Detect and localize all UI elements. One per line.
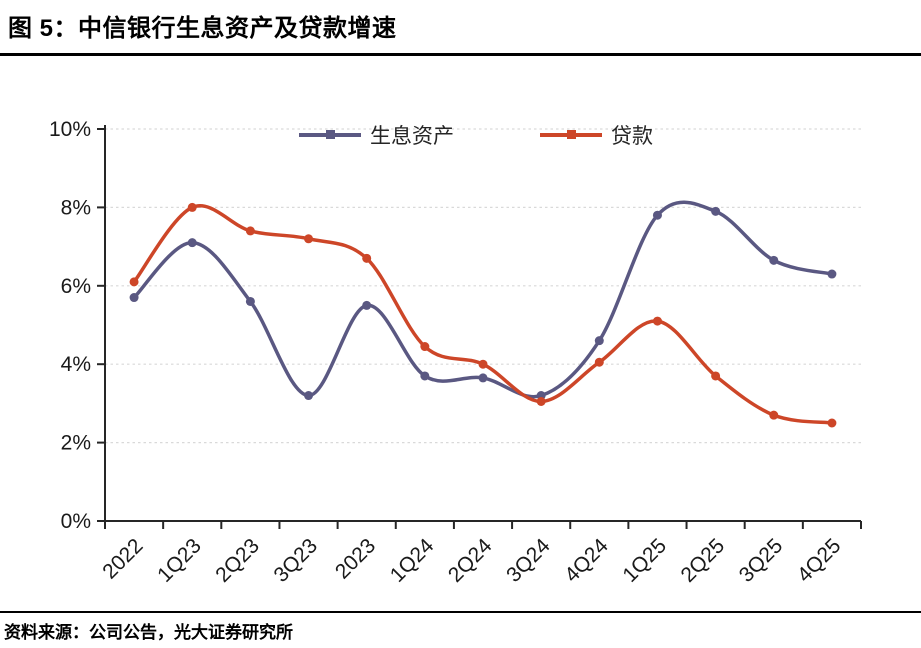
series-point-0 [245,296,255,306]
chart-legend: 生息资产 贷款 [299,119,653,151]
title-divider [0,53,921,56]
x-tick-label: 2Q25 [677,534,730,587]
footer-divider [0,611,921,613]
legend-marker-assets [299,130,361,139]
series-point-1 [652,316,662,326]
y-tick-label: 4% [61,353,91,376]
series-point-1 [187,202,197,212]
x-tick-label: 1Q23 [153,534,206,587]
series-point-1 [827,418,837,428]
y-tick-label: 8% [61,196,91,219]
legend-label-assets: 生息资产 [370,125,454,148]
series-point-0 [129,293,139,303]
legend-marker-loans [540,130,602,139]
series-point-1 [711,371,721,381]
legend-item-loans: 贷款 [540,120,653,150]
y-tick-label: 10% [49,118,91,141]
series-point-0 [652,210,662,220]
series-point-0 [304,391,314,401]
series-point-0 [420,371,430,381]
series-point-0 [594,336,604,346]
series-point-0 [187,238,197,248]
legend-label-loans: 贷款 [611,125,653,148]
x-tick-label: 2023 [331,534,380,583]
x-tick-label: 4Q24 [560,534,613,587]
series-line-1 [132,204,834,425]
x-tick-label: 2Q24 [444,534,497,587]
series-point-0 [478,373,488,383]
x-tick-label: 2022 [98,534,147,583]
legend-item-assets: 生息资产 [299,120,454,150]
x-tick-label: 4Q25 [793,534,846,587]
series-point-0 [362,300,372,310]
y-tick-label: 2% [61,432,91,455]
series-point-1 [478,359,488,369]
series-point-0 [711,206,721,216]
y-tick-label: 6% [61,275,91,298]
series-point-1 [362,253,372,263]
x-tick-label: 2Q23 [211,534,264,587]
series-point-1 [129,277,139,287]
series-point-1 [536,396,546,406]
series-point-1 [304,234,314,244]
series-point-1 [420,342,430,352]
y-tick-label: 0% [61,510,91,533]
series-point-1 [594,357,604,367]
x-tick-label: 3Q23 [269,534,322,587]
x-tick-label: 3Q25 [735,534,788,587]
x-tick-label: 3Q24 [502,534,555,587]
x-tick-label: 1Q25 [618,534,671,587]
figure-title: 图 5：中信银行生息资产及贷款增速 [8,15,397,42]
series-point-0 [769,255,779,265]
x-tick-label: 1Q24 [386,534,439,587]
series-point-1 [245,226,255,236]
series-point-1 [769,410,779,420]
data-source: 资料来源：公司公告，光大证券研究所 [4,623,293,642]
series-point-0 [827,269,837,279]
